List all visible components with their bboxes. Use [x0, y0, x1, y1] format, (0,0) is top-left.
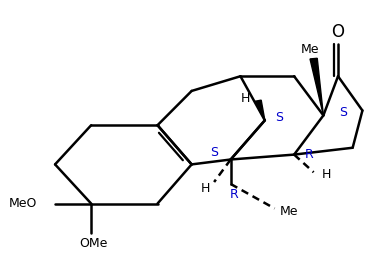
Text: S: S — [275, 111, 283, 124]
Text: H: H — [322, 168, 331, 181]
Text: H: H — [241, 92, 250, 105]
Text: Me: Me — [280, 205, 298, 218]
Text: O: O — [332, 23, 345, 41]
Text: R: R — [230, 188, 239, 201]
Text: MeO: MeO — [9, 197, 38, 210]
Text: S: S — [210, 146, 218, 159]
Text: H: H — [200, 182, 210, 195]
Text: Me: Me — [301, 43, 319, 56]
Text: S: S — [339, 106, 347, 119]
Text: OMe: OMe — [79, 237, 107, 250]
Polygon shape — [310, 58, 323, 115]
Text: R: R — [304, 148, 313, 161]
Polygon shape — [255, 100, 265, 120]
